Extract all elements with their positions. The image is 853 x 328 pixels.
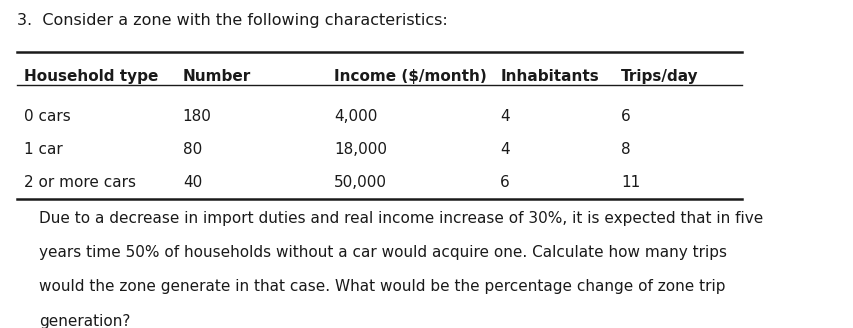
Text: 180: 180 (183, 109, 212, 124)
Text: 4,000: 4,000 (334, 109, 377, 124)
Text: 2 or more cars: 2 or more cars (24, 175, 136, 190)
Text: 4: 4 (500, 109, 509, 124)
Text: 40: 40 (183, 175, 202, 190)
Text: years time 50% of households without a car would acquire one. Calculate how many: years time 50% of households without a c… (39, 245, 726, 260)
Text: 4: 4 (500, 142, 509, 157)
Text: 50,000: 50,000 (334, 175, 386, 190)
Text: Trips/day: Trips/day (620, 69, 698, 84)
Text: 1 car: 1 car (24, 142, 63, 157)
Text: 18,000: 18,000 (334, 142, 386, 157)
Text: 8: 8 (620, 142, 630, 157)
Text: 3.  Consider a zone with the following characteristics:: 3. Consider a zone with the following ch… (16, 13, 447, 28)
Text: 11: 11 (620, 175, 640, 190)
Text: Inhabitants: Inhabitants (500, 69, 598, 84)
Text: 6: 6 (500, 175, 509, 190)
Text: Due to a decrease in import duties and real income increase of 30%, it is expect: Due to a decrease in import duties and r… (39, 211, 763, 226)
Text: generation?: generation? (39, 314, 131, 328)
Text: 0 cars: 0 cars (24, 109, 71, 124)
Text: would the zone generate in that case. What would be the percentage change of zon: would the zone generate in that case. Wh… (39, 279, 725, 294)
Text: Income ($/month): Income ($/month) (334, 69, 486, 84)
Text: 6: 6 (620, 109, 630, 124)
Text: Household type: Household type (24, 69, 159, 84)
Text: 80: 80 (183, 142, 202, 157)
Text: Number: Number (183, 69, 251, 84)
